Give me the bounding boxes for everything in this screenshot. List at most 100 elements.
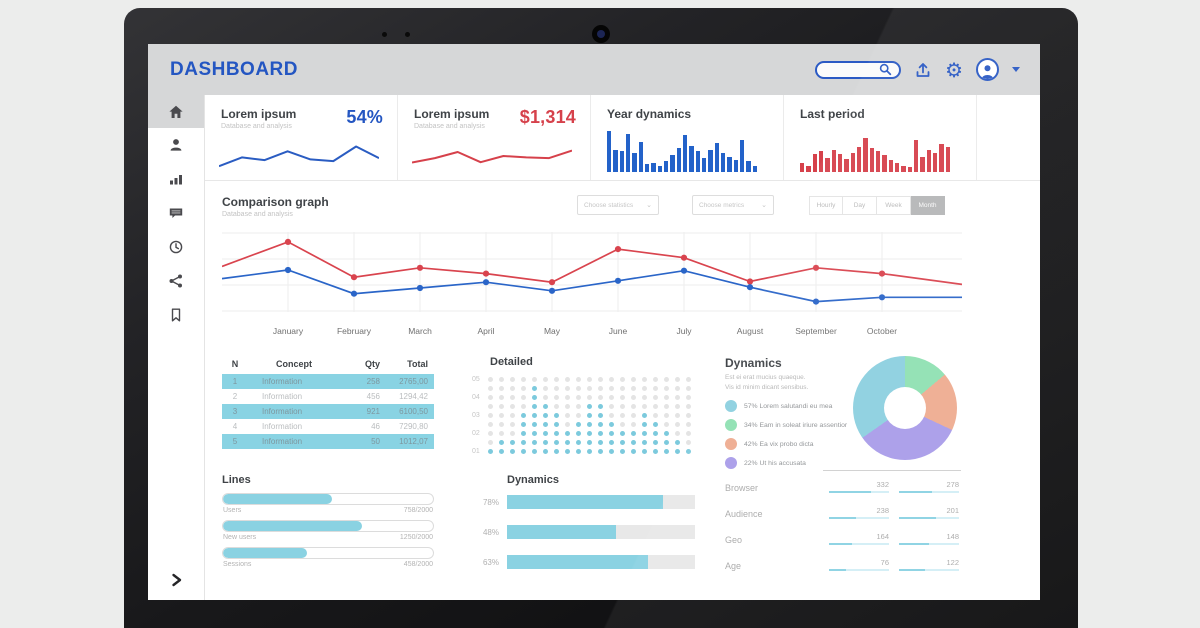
- dot-row: [472, 438, 700, 447]
- legend-item: 22% Ut his accusata: [725, 457, 847, 470]
- stats-value: 148: [946, 532, 959, 541]
- metrics-dropdown[interactable]: Choose metrics ⌄: [692, 195, 774, 215]
- clock-icon: [169, 240, 183, 254]
- bezel-dot: [382, 32, 387, 37]
- progress-meta: Users 758/2000: [223, 507, 433, 514]
- progress-value: 458/2000: [403, 561, 433, 568]
- person-icon: [981, 65, 994, 79]
- percent-label: 78%: [482, 497, 499, 507]
- search-box[interactable]: [815, 60, 902, 79]
- section-title: Dynamics: [725, 356, 782, 370]
- middle-row: N Concept Qty Total 1 Information 258 2765,00 2…: [205, 342, 1040, 470]
- statistics-dropdown[interactable]: Choose statistics ⌄: [577, 195, 659, 215]
- progress-meta: New users 1250/2000: [223, 534, 433, 541]
- dynamics-bar-row: 63%: [469, 555, 695, 569]
- month-label: March: [408, 326, 432, 336]
- range-tabs: Hourly Day Week Month: [809, 195, 945, 215]
- bar-track: [507, 495, 695, 509]
- stats-cell: 164: [829, 532, 889, 545]
- month-label: May: [543, 326, 561, 336]
- progress-value: 1250/2000: [399, 534, 433, 541]
- card-title: Last period: [800, 107, 865, 121]
- stats-underline-bar: [899, 517, 959, 519]
- sidebar-item-home[interactable]: [148, 95, 204, 128]
- page-title: DASHBOARD: [170, 58, 298, 80]
- month-label: July: [676, 326, 692, 336]
- sparkline-red: [412, 149, 572, 164]
- tab-hourly[interactable]: Hourly: [809, 195, 843, 215]
- stats-row: Age 76 122: [725, 558, 965, 571]
- sidebar-expand-button[interactable]: [148, 572, 205, 588]
- bezel-dot: [405, 32, 410, 37]
- chevron-down-icon: ⌄: [646, 202, 652, 209]
- legend-swatch: [725, 400, 737, 413]
- laptop-frame: DASHBOARD ⚙: [124, 8, 1078, 628]
- legend-swatch: [725, 457, 737, 470]
- section-title: Comparison graph: [222, 195, 329, 209]
- bar-track: [507, 525, 695, 539]
- stats-value: 332: [876, 480, 889, 489]
- bar-chart-icon: [170, 175, 182, 185]
- progress-bar: [222, 520, 434, 532]
- column-header: Qty: [364, 359, 380, 369]
- share-icon: [169, 274, 182, 288]
- stats-underline-bar: [899, 491, 959, 493]
- stats-label: Age: [725, 561, 742, 571]
- search-input[interactable]: [825, 64, 880, 75]
- sidebar-item-messages[interactable]: [148, 196, 204, 230]
- stats-value: 122: [946, 558, 959, 567]
- stats-label: Browser: [725, 483, 759, 493]
- stats-cell: 332: [829, 480, 889, 493]
- sidebar-item-user[interactable]: [148, 128, 204, 162]
- comparison-section: Comparison graph Database and analysis C…: [205, 181, 1040, 342]
- settings-gear-icon[interactable]: ⚙: [945, 57, 963, 82]
- progress-fill: [223, 494, 333, 504]
- stats-label: Geo: [725, 535, 743, 545]
- stats-underline-bar: [899, 543, 959, 545]
- cards-filler: [977, 95, 1040, 180]
- stats-underline-bar: [829, 569, 889, 571]
- chevron-down-icon[interactable]: [1012, 67, 1020, 72]
- user-avatar[interactable]: [976, 58, 999, 81]
- search-icon[interactable]: [879, 63, 892, 76]
- month-label: April: [477, 326, 495, 336]
- sidebar-item-history[interactable]: [148, 230, 204, 264]
- sidebar-item-bookmarks[interactable]: [148, 298, 204, 332]
- dropdown-label: Choose metrics: [699, 201, 745, 209]
- tab-month[interactable]: Month: [911, 195, 945, 215]
- dropdown-label: Choose statistics: [584, 201, 634, 209]
- legend-label: 42% Ea vix probo dicta: [744, 440, 814, 448]
- legend-item: 42% Ea vix probo dicta: [725, 438, 847, 451]
- section-subtitle: Est ei erat mucius quaeque. Vis id minim…: [725, 374, 809, 392]
- dot-row: [472, 384, 700, 393]
- sidebar-item-analytics[interactable]: [148, 162, 204, 196]
- month-label: January: [272, 326, 304, 336]
- stat-cards-row: Lorem ipsum Database and analysis 54% Lo…: [205, 95, 1040, 181]
- comment-icon: [169, 208, 183, 218]
- sidebar-item-share[interactable]: [148, 264, 204, 298]
- bar-fill: [507, 555, 648, 569]
- card-subtitle: Database and analysis: [221, 123, 292, 130]
- stats-underline-bar: [829, 491, 889, 493]
- bar-track: [507, 555, 695, 569]
- card-title: Lorem ipsum: [414, 107, 490, 121]
- stats-value: 201: [946, 506, 959, 515]
- tab-week[interactable]: Week: [877, 195, 911, 215]
- progress-fill: [223, 521, 362, 531]
- month-axis-labels: January February March April May June July Augu…: [222, 324, 962, 342]
- table-row: 4 Information 46 7290,80: [232, 422, 428, 431]
- dynamics-bar-row: 48%: [469, 525, 695, 539]
- tab-day[interactable]: Day: [843, 195, 877, 215]
- detailed-section: Detailed 05 04 03 02 01: [472, 356, 700, 456]
- dashboard-screen: DASHBOARD ⚙: [148, 44, 1040, 600]
- dot-row: 04: [472, 393, 700, 402]
- dynamics-bars-section: Dynamics 78% 48% 63%: [469, 474, 695, 585]
- legend-swatch: [725, 419, 737, 432]
- home-icon: [169, 105, 183, 118]
- card-title: Lorem ipsum: [221, 107, 297, 121]
- month-label: September: [795, 326, 837, 336]
- main-content: Lorem ipsum Database and analysis 54% Lo…: [205, 95, 1040, 600]
- stats-cell: 278: [899, 480, 959, 493]
- stats-cell: 148: [899, 532, 959, 545]
- upload-icon[interactable]: [914, 61, 932, 79]
